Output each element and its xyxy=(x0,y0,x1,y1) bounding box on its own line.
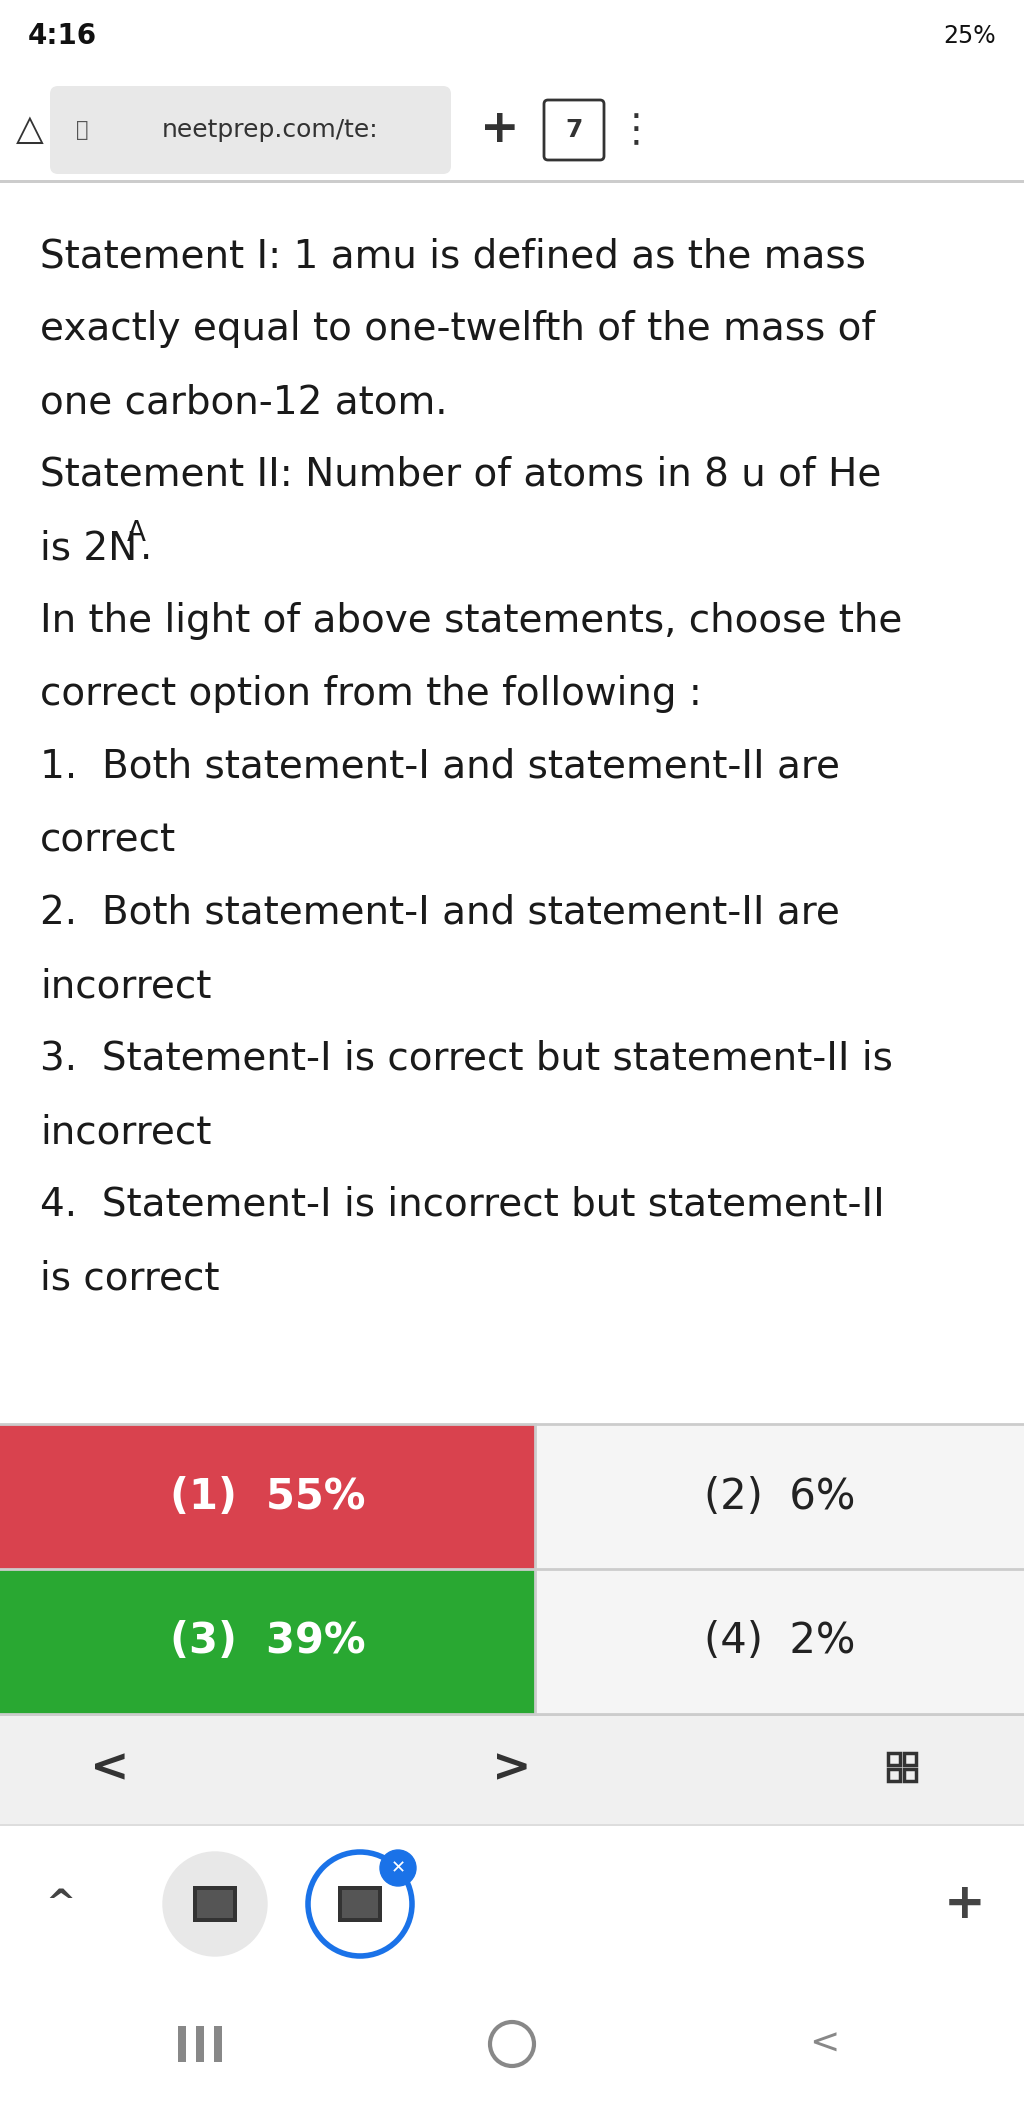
Text: +: + xyxy=(944,1881,986,1927)
Text: is correct: is correct xyxy=(40,1258,219,1296)
Text: (2)  6%: (2) 6% xyxy=(703,1475,855,1517)
Bar xyxy=(0,183,1024,1424)
Bar xyxy=(0,1570,535,1715)
Bar xyxy=(338,1885,382,1921)
Bar xyxy=(888,1753,900,1765)
Text: neetprep.com/te:: neetprep.com/te: xyxy=(162,118,378,141)
Bar xyxy=(196,2026,204,2062)
Bar xyxy=(0,80,1024,181)
Bar xyxy=(0,1824,1024,1984)
Bar xyxy=(0,1715,1024,1824)
Text: +: + xyxy=(480,107,520,151)
Text: is 2N: is 2N xyxy=(40,528,137,566)
Bar xyxy=(214,2026,222,2062)
Text: <: < xyxy=(809,2026,840,2062)
Text: correct: correct xyxy=(40,821,176,858)
Text: .: . xyxy=(139,528,152,566)
Text: exactly equal to one-twelfth of the mass of: exactly equal to one-twelfth of the mass… xyxy=(40,309,876,347)
Text: (3)  39%: (3) 39% xyxy=(170,1620,366,1662)
Bar xyxy=(904,1769,916,1780)
Text: ⋮: ⋮ xyxy=(616,112,655,149)
Text: 🔒: 🔒 xyxy=(76,120,88,141)
FancyBboxPatch shape xyxy=(50,86,451,175)
Bar xyxy=(178,2026,186,2062)
Bar xyxy=(888,1769,900,1780)
Circle shape xyxy=(380,1849,416,1885)
Text: A: A xyxy=(127,520,145,547)
Text: >: > xyxy=(493,1746,531,1791)
Bar xyxy=(197,1889,233,1919)
Text: 4.  Statement-I is incorrect but statement-II: 4. Statement-I is incorrect but statemen… xyxy=(40,1187,885,1225)
Text: 25%: 25% xyxy=(943,23,996,48)
Bar xyxy=(904,1753,916,1765)
Text: one carbon-12 atom.: one carbon-12 atom. xyxy=(40,383,447,421)
Bar xyxy=(0,181,1024,183)
Bar xyxy=(0,0,1024,80)
Text: <: < xyxy=(90,1746,130,1791)
Text: (1)  55%: (1) 55% xyxy=(170,1475,366,1517)
Text: ^: ^ xyxy=(45,1887,75,1921)
Text: 3.  Statement-I is correct but statement-II is: 3. Statement-I is correct but statement-… xyxy=(40,1039,893,1077)
Text: incorrect: incorrect xyxy=(40,968,211,1006)
Text: correct option from the following :: correct option from the following : xyxy=(40,675,701,713)
Text: 7: 7 xyxy=(565,118,583,141)
Bar xyxy=(342,1889,378,1919)
Text: 1.  Both statement-I and statement-II are: 1. Both statement-I and statement-II are xyxy=(40,749,840,787)
FancyBboxPatch shape xyxy=(544,101,604,160)
Text: ✕: ✕ xyxy=(390,1860,406,1877)
Text: Statement I: 1 amu is defined as the mass: Statement I: 1 amu is defined as the mas… xyxy=(40,238,866,276)
Bar xyxy=(535,1424,1024,1570)
Bar xyxy=(535,1570,1024,1715)
Text: △: △ xyxy=(16,114,44,147)
Text: 4:16: 4:16 xyxy=(28,21,97,50)
Bar xyxy=(0,1984,1024,2104)
Circle shape xyxy=(163,1852,267,1957)
Text: In the light of above statements, choose the: In the light of above statements, choose… xyxy=(40,602,902,640)
Bar xyxy=(0,1424,535,1570)
Text: 2.  Both statement-I and statement-II are: 2. Both statement-I and statement-II are xyxy=(40,894,840,932)
Text: (4)  2%: (4) 2% xyxy=(703,1620,855,1662)
Text: incorrect: incorrect xyxy=(40,1113,211,1151)
Text: Statement II: Number of atoms in 8 u of He: Statement II: Number of atoms in 8 u of … xyxy=(40,457,882,494)
Bar xyxy=(193,1885,237,1921)
